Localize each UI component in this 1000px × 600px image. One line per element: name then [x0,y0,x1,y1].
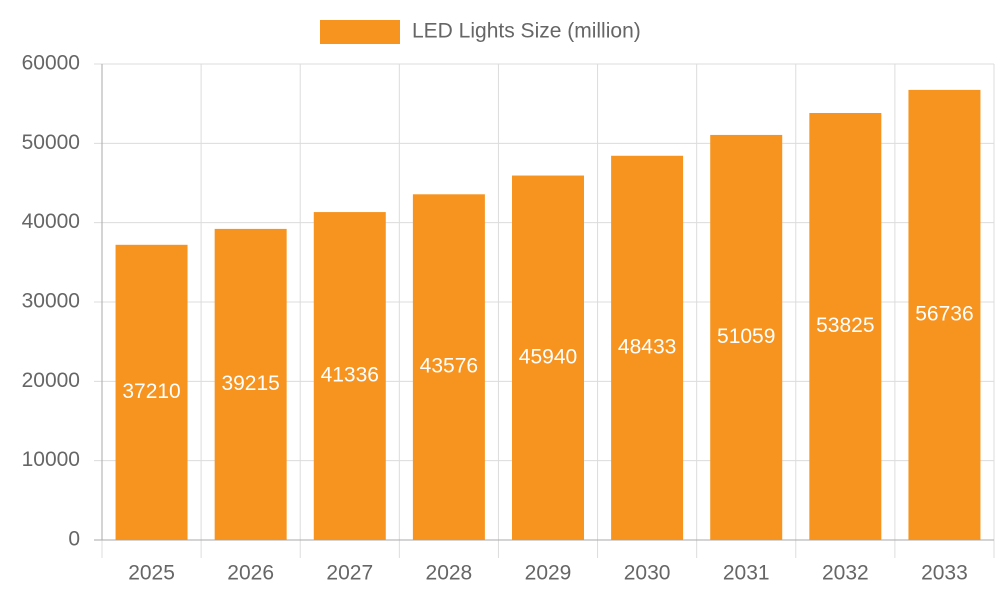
bar [512,175,584,540]
data-label: 48433 [618,335,676,358]
legend-label: LED Lights Size (million) [412,20,641,43]
x-tick-label: 2029 [525,562,572,585]
bar [809,112,882,540]
x-tick-label: 2032 [822,562,869,585]
x-tick-label: 2026 [227,562,274,585]
y-tick-label: 50000 [22,131,80,154]
data-label: 43576 [420,355,478,378]
data-label: 53825 [816,314,874,337]
bar [710,134,783,540]
x-tick-label: 2030 [624,562,671,585]
data-label: 39215 [221,372,279,395]
data-label: 51059 [717,325,775,348]
bar [611,155,684,540]
data-label: 41336 [321,364,379,387]
bar [115,244,188,540]
bar [214,228,287,540]
y-tick-label: 30000 [22,290,80,313]
x-tick-label: 2028 [426,562,473,585]
legend-swatch [320,20,400,44]
y-tick-label: 60000 [22,52,80,75]
bar [313,212,386,540]
x-tick-label: 2031 [723,562,770,585]
bar [908,89,981,540]
x-tick-label: 2025 [128,562,175,585]
data-label: 37210 [122,380,180,403]
bar [412,194,485,541]
data-label: 45940 [519,345,577,368]
y-tick-label: 10000 [22,448,80,471]
y-tick-label: 40000 [22,210,80,233]
data-label: 56736 [915,302,973,325]
x-tick-label: 2033 [921,562,968,585]
y-tick-label: 20000 [22,369,80,392]
y-tick-label: 0 [68,528,80,551]
x-tick-label: 2027 [326,562,373,585]
